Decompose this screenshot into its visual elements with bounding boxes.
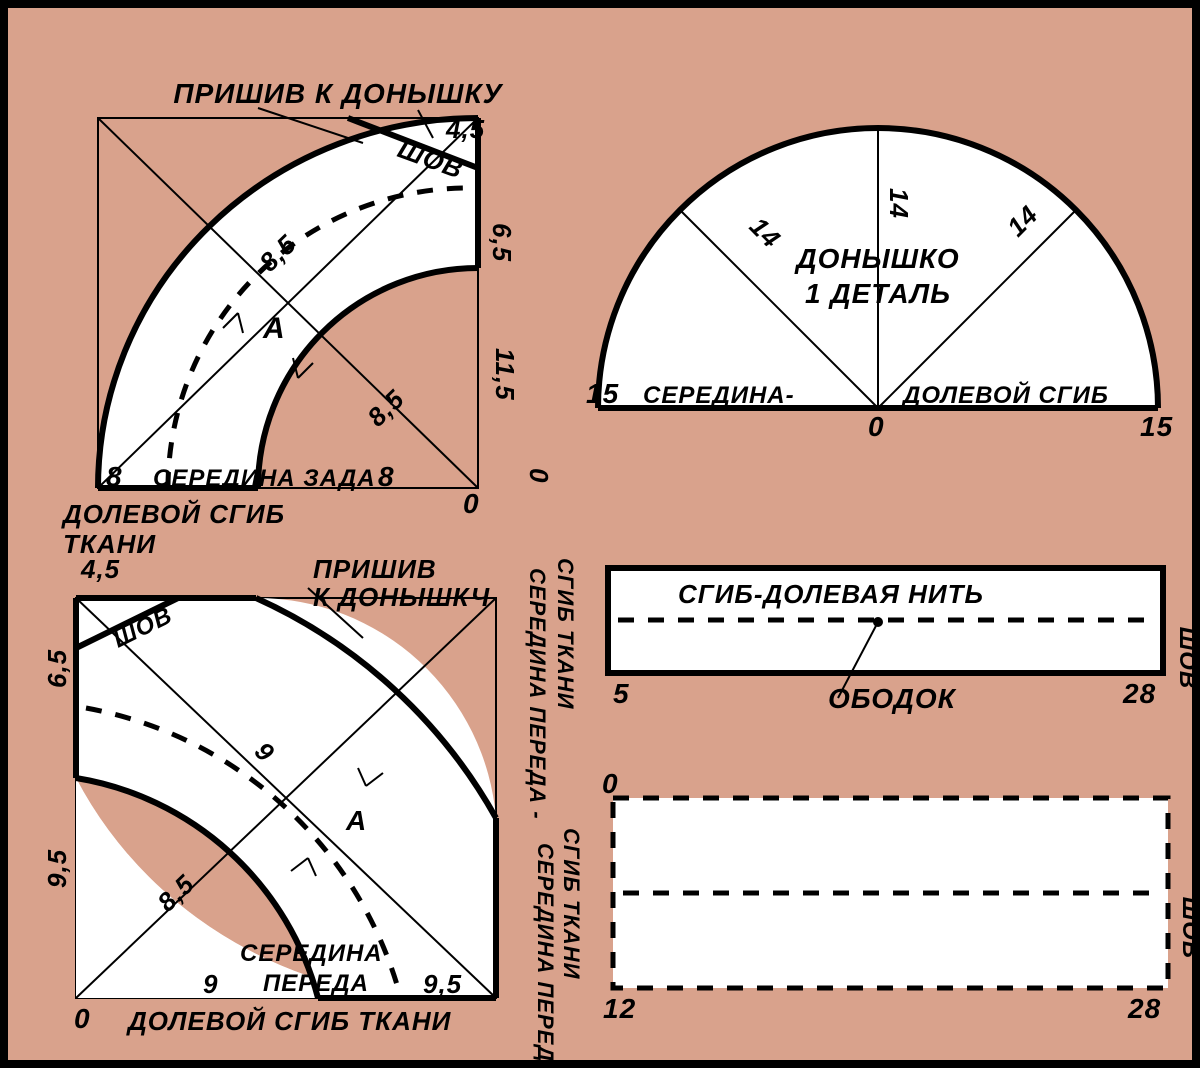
pattern-diagram: { "colors": { "bg": "#d9a28c", "paper": … [0, 0, 1200, 1068]
lb-right: 28 [1127, 993, 1161, 1024]
m-0-hc: 0 [868, 411, 885, 442]
m-8b-tl: 8 [378, 461, 395, 492]
m-0-tl: 0 [463, 488, 480, 519]
m-115-tl: 11,5 [490, 348, 520, 401]
mv-3: СЕРЕДИНА ПЕРЕДА - [533, 843, 558, 1060]
m-45-bl-top: 4,5 [80, 554, 120, 584]
crown-title2: 1 ДЕТАЛЬ [805, 278, 951, 309]
m-85b-tl: 8,5 [361, 384, 410, 433]
m-95b-bl: 9,5 [423, 969, 462, 999]
band-right: 28 [1122, 678, 1156, 709]
m-95a-bl: 9,5 [42, 849, 72, 888]
mv-1: СЕРЕДИНА ПЕРЕДА - [525, 568, 550, 820]
piece-back [98, 118, 478, 488]
label-fold-hc: ДОЛЕВОЙ СГИБ [901, 380, 1109, 409]
label-fc1-bl: СЕРЕДИНА [240, 940, 383, 967]
m-45-tl: 4,5 [445, 114, 485, 144]
mv-4: СГИБ ТКАНИ [559, 828, 584, 980]
label-A-tl: А [262, 312, 286, 345]
label-fc2-bl: ПЕРЕДА [263, 970, 369, 997]
label-back-center: СЕРЕДИНА ЗАДА [153, 465, 376, 492]
label-A-bl: А [345, 805, 367, 836]
label-attach-top: ПРИШИВ К ДОНЫШКУ [173, 78, 503, 109]
m-65-tl: 6,5 [487, 223, 517, 262]
m-15a-hc: 15 [586, 378, 619, 409]
lb-seam: ШОВ [1177, 897, 1192, 960]
m-65-bl: 6,5 [42, 649, 72, 688]
m-15b-hc: 15 [1140, 411, 1173, 442]
band-seam: ШОВ [1174, 627, 1192, 690]
lb-left: 12 [603, 993, 636, 1024]
lb-zero: 0 [602, 768, 619, 799]
m-0-bl: 0 [74, 1003, 91, 1034]
mv-zero1: 0 [524, 468, 554, 483]
band-title: СГИБ-ДОЛЕВАЯ НИТЬ [678, 579, 984, 609]
label-fold-bl: ДОЛЕВОЙ СГИБ ТКАНИ [126, 1006, 452, 1036]
band-left: 5 [613, 678, 630, 709]
label-attach2-bl: К ДОНЫШКЧ [313, 582, 490, 612]
band-name: ОБОДОК [828, 683, 957, 714]
m-8a-tl: 8 [106, 461, 123, 492]
label-mid-hc: СЕРЕДИНА- [643, 382, 795, 409]
crown-title1: ДОНЫШКО [794, 243, 959, 274]
label-fold-tl: ДОЛЕВОЙ СГИБ [61, 499, 285, 529]
label-attach1-bl: ПРИШИВ [313, 554, 437, 584]
mv-2: СГИБ ТКАНИ [553, 558, 578, 710]
m-9b-bl: 9 [203, 969, 218, 999]
piece-lower-band [613, 798, 1168, 988]
m-14b: 14 [884, 188, 914, 219]
